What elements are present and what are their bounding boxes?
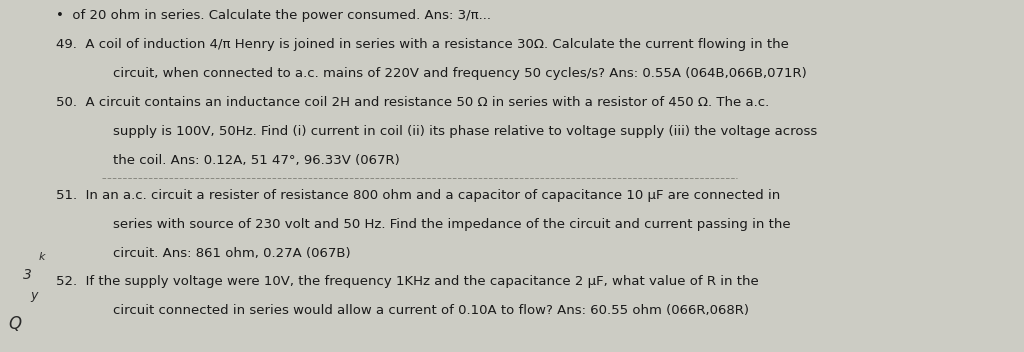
Text: series with source of 230 volt and 50 Hz. Find the impedance of the circuit and : series with source of 230 volt and 50 Hz… xyxy=(113,218,791,231)
Text: Q: Q xyxy=(8,315,22,333)
Text: circuit connected in series would allow a current of 0.10A to flow? Ans: 60.55 o: circuit connected in series would allow … xyxy=(113,304,749,317)
Text: k: k xyxy=(39,252,45,262)
Text: y: y xyxy=(31,289,38,302)
Text: circuit. Ans: 861 ohm, 0.27A (067B): circuit. Ans: 861 ohm, 0.27A (067B) xyxy=(113,247,350,259)
Text: 3: 3 xyxy=(23,268,32,282)
Text: •  of 20 ohm in series. Calculate the power consumed. Ans: 3/π...: • of 20 ohm in series. Calculate the pow… xyxy=(56,10,492,22)
Text: 51.  In an a.c. circuit a resister of resistance 800 ohm and a capacitor of capa: 51. In an a.c. circuit a resister of res… xyxy=(56,189,780,202)
Text: the coil. Ans: 0.12A, 51 47°, 96.33V (067R): the coil. Ans: 0.12A, 51 47°, 96.33V (06… xyxy=(113,154,399,166)
Text: 49.  A coil of induction 4/π Henry is joined in series with a resistance 30Ω. Ca: 49. A coil of induction 4/π Henry is joi… xyxy=(56,38,790,51)
Text: circuit, when connected to a.c. mains of 220V and frequency 50 cycles/s? Ans: 0.: circuit, when connected to a.c. mains of… xyxy=(113,67,806,80)
Text: 52.  If the supply voltage were 10V, the frequency 1KHz and the capacitance 2 μF: 52. If the supply voltage were 10V, the … xyxy=(56,276,759,288)
Text: supply is 100V, 50Hz. Find (i) current in coil (ii) its phase relative to voltag: supply is 100V, 50Hz. Find (i) current i… xyxy=(113,125,817,138)
Text: 50.  A circuit contains an inductance coil 2H and resistance 50 Ω in series with: 50. A circuit contains an inductance coi… xyxy=(56,96,770,109)
